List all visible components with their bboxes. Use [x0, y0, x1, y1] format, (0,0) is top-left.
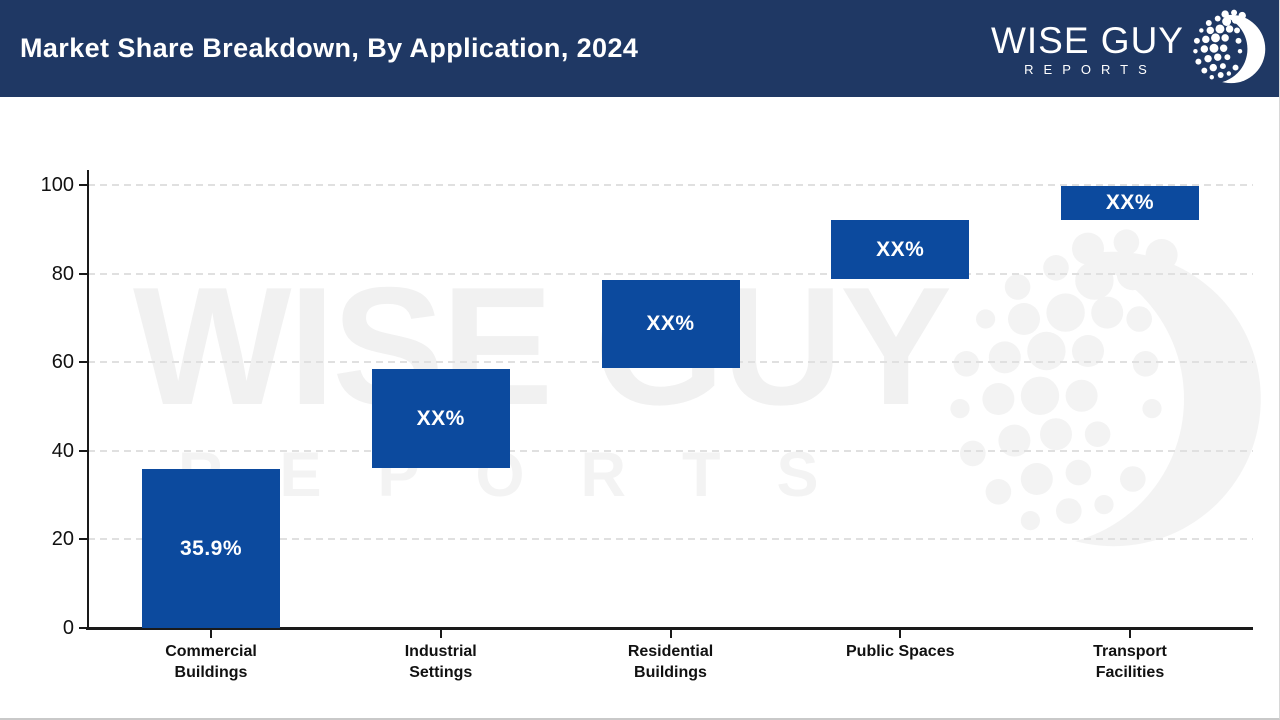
x-axis-tick: [439, 630, 442, 638]
x-axis-category-label: Industrial Settings: [326, 641, 556, 683]
y-axis-tick: [79, 627, 88, 629]
header-bar: Market Share Breakdown, By Application, …: [0, 0, 1279, 97]
y-axis-tick: [79, 184, 88, 187]
x-axis-category-label: Public Spaces: [785, 641, 1015, 662]
x-axis-line: [86, 627, 1253, 630]
y-axis-tick-label: 0: [62, 617, 74, 639]
page-title: Market Share Breakdown, By Application, …: [20, 33, 639, 63]
waterfall-bar: XX%: [601, 280, 740, 369]
x-axis-tick: [210, 630, 212, 638]
bar-value-label: XX%: [416, 406, 465, 430]
y-axis-tick: [79, 538, 88, 541]
waterfall-bar: XX%: [1061, 185, 1199, 220]
y-axis-tick-label: 20: [51, 528, 74, 551]
bar-value-label: XX%: [1105, 190, 1155, 214]
wiseguy-logo: WISE GUY REPORTS: [991, 6, 1266, 92]
gridline: [88, 449, 1253, 452]
bar-value-label: XX%: [876, 237, 925, 261]
waterfall-bar: XX%: [831, 220, 970, 280]
x-axis-category-label-line: Residential: [627, 643, 714, 660]
x-axis-tick: [899, 630, 902, 638]
waterfall-bar: 35.9%: [142, 469, 280, 628]
y-axis-tick-label: 40: [51, 439, 74, 462]
x-axis-category-label-line: Transport: [1093, 643, 1167, 660]
x-axis-category-label: Residential Buildings: [556, 641, 786, 683]
x-axis-category-label: Transport Facilities: [1015, 641, 1245, 683]
gridline: [88, 184, 1253, 187]
x-axis-category-label-line: Industrial: [404, 643, 477, 660]
y-axis-line: [87, 170, 89, 630]
bar-value-label: XX%: [646, 312, 695, 336]
x-axis-tick: [1129, 630, 1131, 638]
x-axis-category-label-line: Commercial: [165, 643, 257, 660]
x-axis-category-label-line: Buildings: [174, 664, 248, 681]
x-axis-category-label-line: Public Spaces: [846, 643, 955, 660]
x-axis-category-label-line: Facilities: [1095, 664, 1165, 681]
y-axis-tick-label: 100: [40, 174, 74, 197]
y-axis-tick: [79, 272, 88, 275]
brand-sub: REPORTS: [1024, 61, 1157, 77]
gridline: [88, 538, 1253, 541]
x-axis-category-label: Commercial Buildings: [96, 641, 326, 683]
waterfall-bar: XX%: [371, 369, 510, 469]
bar-value-label: 35.9%: [179, 536, 243, 560]
watermark-wordmark: WISE GUY: [133, 252, 952, 440]
brand-wordmark: WISE GUY REPORTS: [991, 22, 1184, 76]
y-axis-tick-label: 80: [51, 262, 74, 285]
y-axis-tick-label: 60: [51, 351, 74, 374]
y-axis-tick: [79, 361, 88, 364]
x-axis-category-label-line: Buildings: [634, 664, 707, 681]
brand-name: WISE GUY: [990, 19, 1184, 61]
gridline: [88, 272, 1253, 275]
x-axis-category-label-line: Settings: [409, 664, 473, 681]
y-axis-tick: [79, 449, 88, 452]
x-axis-tick: [669, 630, 672, 638]
